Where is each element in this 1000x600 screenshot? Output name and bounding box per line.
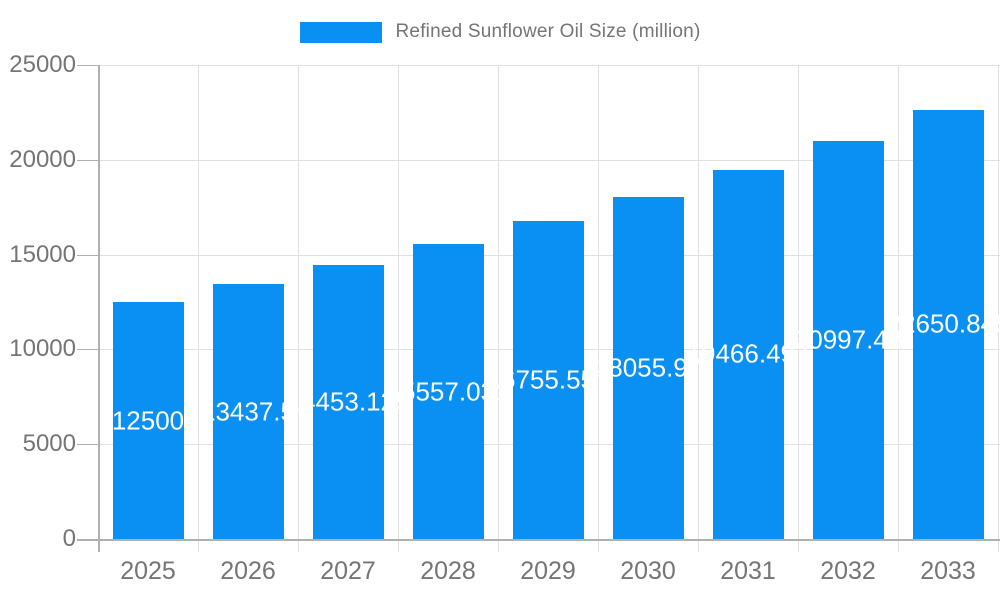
bar-2029[interactable] [512,221,584,539]
bar-2026[interactable] [212,284,284,539]
bar-value-label-2030: 18055.97 [593,352,703,383]
y-axis-tick [77,349,98,351]
x-axis-label-2027: 2027 [320,557,376,585]
v-gridline [498,65,499,552]
x-axis-label-2030: 2030 [620,557,676,585]
y-axis-tick-label: 0 [62,525,76,552]
y-axis-line [98,65,100,552]
x-axis-label-2033: 2033 [920,557,976,585]
bar-value-label-2031: 19466.497 [686,338,810,369]
legend-swatch [299,21,382,43]
x-axis-label-2032: 2032 [820,557,876,585]
bar-2031[interactable] [712,169,784,539]
bar-value-label-2028: 15557.031 [386,376,510,407]
bar-value-label-2033: 22650.845 [886,308,1000,339]
bar-2030[interactable] [612,196,684,539]
y-axis-tick-label: 5000 [22,430,76,458]
bar-2033[interactable] [912,109,984,539]
h-gridline [98,159,1000,161]
v-gridline [598,65,599,552]
bar-value-label-2029: 16755.557 [486,364,610,395]
y-axis-tick [77,444,98,446]
x-axis-label-2031: 2031 [720,557,776,585]
y-axis-tick [77,65,98,66]
bar-value-label-2026: 13437.5 [201,396,295,427]
v-gridline [698,65,699,552]
y-axis-tick-label: 10000 [9,335,76,363]
v-gridline [398,65,399,552]
x-axis-label-2028: 2028 [420,557,476,585]
bar-2028[interactable] [412,244,484,539]
y-axis-tick [77,254,98,256]
x-axis-label-2026: 2026 [220,557,276,585]
y-axis-tick-label: 20000 [9,145,76,173]
v-gridline [298,65,299,552]
y-axis-tick [77,159,98,161]
y-axis-tick-label: 25000 [9,51,76,78]
h-gridline [98,65,1000,66]
legend[interactable]: Refined Sunflower Oil Size (million) [0,21,1000,43]
v-gridline [998,65,999,552]
bar-value-label-2027: 14453.125 [286,386,410,417]
bar-value-label-2032: 20997.48 [793,324,903,355]
bar-2027[interactable] [312,264,384,539]
v-gridline [198,65,199,552]
bar-value-label-2025: 12500 [111,405,185,435]
v-gridline [898,65,899,552]
legend-label: Refined Sunflower Oil Size (million) [395,21,701,42]
x-axis-line [77,539,1000,541]
x-axis-label-2025: 2025 [120,557,176,585]
y-axis-tick-label: 15000 [9,240,76,268]
v-gridline [798,65,799,552]
x-axis-label-2029: 2029 [520,557,576,585]
bar-2025[interactable] [112,302,184,539]
bar-2032[interactable] [812,140,884,539]
